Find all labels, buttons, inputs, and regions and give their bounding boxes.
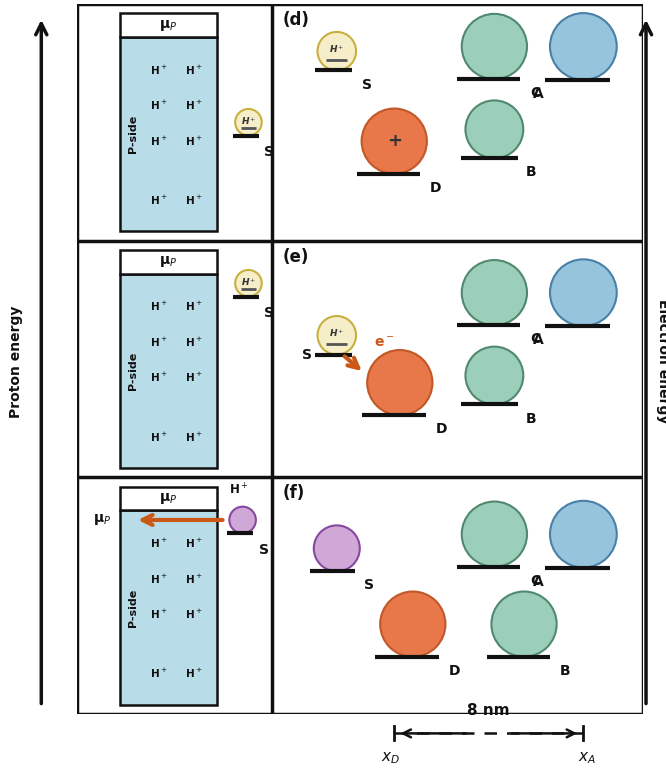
- Text: H$^+$: H$^+$: [150, 431, 167, 444]
- Ellipse shape: [314, 526, 360, 571]
- Bar: [120, 37, 217, 231]
- Text: A: A: [533, 87, 543, 101]
- Ellipse shape: [550, 501, 617, 567]
- Ellipse shape: [466, 347, 523, 405]
- Text: H$^+$: H$^+$: [185, 608, 202, 621]
- Bar: [120, 13, 217, 37]
- Text: H$^+$: H$^+$: [150, 667, 167, 680]
- Text: H$^+$: H$^+$: [329, 43, 344, 55]
- Text: $x_D$: $x_D$: [382, 750, 400, 766]
- Text: H$^+$: H$^+$: [150, 300, 167, 313]
- Text: D: D: [436, 422, 447, 436]
- Text: H$^+$: H$^+$: [150, 537, 167, 550]
- Text: (f): (f): [283, 485, 305, 503]
- Text: H$^+$: H$^+$: [150, 573, 167, 586]
- Text: Proton energy: Proton energy: [9, 306, 23, 418]
- Text: S: S: [302, 347, 312, 361]
- Text: (d): (d): [283, 11, 310, 29]
- Bar: [120, 487, 217, 510]
- Text: e$^-$: e$^-$: [374, 336, 394, 350]
- Ellipse shape: [229, 506, 256, 533]
- Ellipse shape: [492, 591, 557, 657]
- Text: H$^+$: H$^+$: [150, 194, 167, 207]
- Text: H$^+$: H$^+$: [185, 134, 202, 147]
- Bar: [120, 250, 217, 274]
- Text: P-side: P-side: [129, 352, 139, 390]
- Text: S: S: [264, 306, 274, 320]
- Ellipse shape: [462, 14, 527, 79]
- Ellipse shape: [466, 100, 523, 158]
- Text: H$^+$: H$^+$: [150, 608, 167, 621]
- Text: H$^+$: H$^+$: [150, 99, 167, 112]
- Text: H$^+$: H$^+$: [185, 99, 202, 112]
- Text: μ$_P$: μ$_P$: [93, 513, 111, 527]
- Text: H$^+$: H$^+$: [185, 336, 202, 349]
- Text: H$^+$: H$^+$: [150, 371, 167, 384]
- Text: μ$_P$: μ$_P$: [159, 255, 177, 269]
- Ellipse shape: [462, 502, 527, 567]
- Text: B: B: [560, 664, 571, 678]
- Ellipse shape: [550, 13, 617, 80]
- Text: P-side: P-side: [129, 588, 139, 627]
- Text: H$^+$: H$^+$: [329, 327, 344, 339]
- Text: S: S: [264, 145, 274, 159]
- Text: H$^+$: H$^+$: [240, 115, 256, 127]
- Bar: [120, 274, 217, 468]
- Ellipse shape: [318, 316, 356, 354]
- Text: C: C: [530, 333, 541, 347]
- Text: H$^+$: H$^+$: [150, 63, 167, 76]
- Text: D: D: [449, 664, 460, 678]
- Ellipse shape: [235, 270, 262, 296]
- Text: H$^+$: H$^+$: [229, 482, 248, 497]
- Text: A: A: [533, 574, 543, 588]
- Text: B: B: [526, 165, 537, 179]
- Text: S: S: [258, 543, 268, 557]
- Text: C: C: [530, 574, 541, 588]
- Text: H$^+$: H$^+$: [185, 300, 202, 313]
- Text: 8 nm: 8 nm: [468, 703, 510, 718]
- Text: $x_A$: $x_A$: [577, 750, 595, 766]
- Text: H$^+$: H$^+$: [185, 573, 202, 586]
- Bar: [120, 510, 217, 705]
- Text: P-side: P-side: [129, 115, 139, 153]
- Text: +: +: [387, 132, 402, 151]
- Text: H$^+$: H$^+$: [150, 336, 167, 349]
- Text: H$^+$: H$^+$: [185, 371, 202, 384]
- Text: Electron energy: Electron energy: [655, 300, 666, 424]
- Text: H$^+$: H$^+$: [185, 431, 202, 444]
- Text: H$^+$: H$^+$: [240, 276, 256, 288]
- Text: μ$_P$: μ$_P$: [159, 18, 177, 32]
- Ellipse shape: [235, 109, 262, 136]
- Text: S: S: [364, 578, 374, 592]
- Text: H$^+$: H$^+$: [185, 63, 202, 76]
- Text: H$^+$: H$^+$: [185, 194, 202, 207]
- Text: H$^+$: H$^+$: [185, 537, 202, 550]
- Text: A: A: [533, 334, 543, 347]
- Ellipse shape: [462, 260, 527, 325]
- Text: C: C: [530, 86, 541, 100]
- Text: H$^+$: H$^+$: [150, 134, 167, 147]
- Ellipse shape: [550, 259, 617, 326]
- Ellipse shape: [318, 32, 356, 70]
- Text: B: B: [526, 411, 537, 425]
- Text: μ$_P$: μ$_P$: [159, 491, 177, 506]
- Text: (e): (e): [283, 248, 310, 266]
- Text: D: D: [430, 181, 442, 195]
- Text: S: S: [362, 78, 372, 92]
- Text: H$^+$: H$^+$: [185, 667, 202, 680]
- Ellipse shape: [362, 109, 427, 174]
- Ellipse shape: [367, 350, 432, 415]
- Ellipse shape: [380, 591, 446, 657]
